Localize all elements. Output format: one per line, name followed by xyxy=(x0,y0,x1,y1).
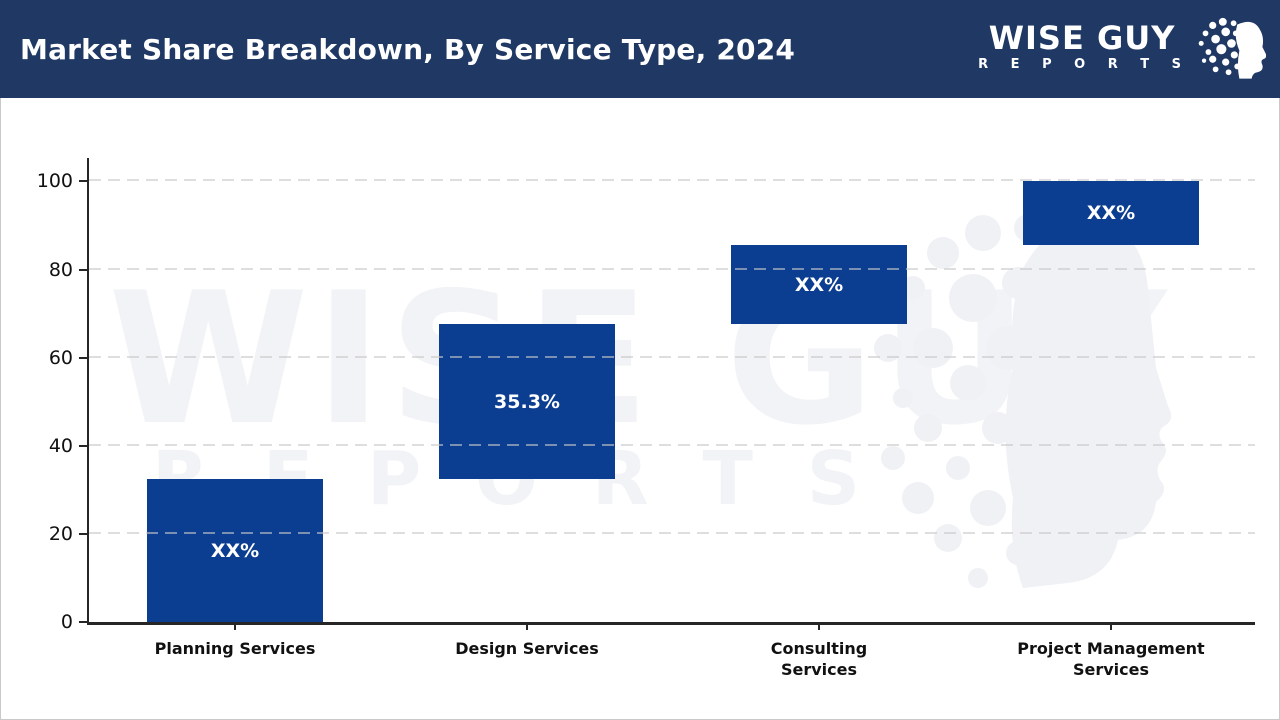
bar-value-label: XX% xyxy=(1086,202,1136,225)
y-axis-tick xyxy=(79,444,87,447)
y-tick-label: 80 xyxy=(48,258,73,281)
x-tick-label: Design Services xyxy=(455,639,599,658)
dotted-head-logo-icon xyxy=(1198,17,1266,79)
y-tick-label: 40 xyxy=(48,434,73,457)
y-tick-label: 100 xyxy=(36,170,73,193)
x-tick-label: Consulting Services xyxy=(770,639,868,679)
gridline xyxy=(89,355,1255,358)
bar-consulting-services: XX% xyxy=(731,245,907,324)
brand-wordmark: WISE GUY xyxy=(988,18,1176,57)
brand-text: WISE GUY R E P O R T S xyxy=(974,18,1190,73)
plot-area: 0 20 40 60 80 100 XX% Planning Services 35.3% Des… xyxy=(37,158,1255,679)
bar-planning-services: XX% xyxy=(147,479,323,622)
x-axis-tick xyxy=(1110,622,1112,630)
y-axis-tick xyxy=(79,268,87,271)
y-axis-tick xyxy=(79,356,87,359)
x-axis-tick xyxy=(234,622,236,630)
gridline xyxy=(89,179,1255,182)
header: Market Share Breakdown, By Service Type,… xyxy=(0,0,1280,98)
y-tick-label: 20 xyxy=(48,522,73,545)
y-axis-tick xyxy=(79,180,87,183)
y-tick-label: 60 xyxy=(48,346,73,369)
page-title: Market Share Breakdown, By Service Type,… xyxy=(20,32,796,66)
brand-reports: R E P O R T S xyxy=(978,57,1190,73)
bar-value-label: 35.3% xyxy=(494,390,560,413)
x-tick-label: Planning Services xyxy=(154,639,316,658)
brand-logo: WISE GUY R E P O R T S xyxy=(974,8,1266,86)
bar-value-label: XX% xyxy=(210,539,260,562)
x-axis-tick xyxy=(818,622,820,630)
x-axis-tick xyxy=(526,622,528,630)
y-tick-label: 0 xyxy=(60,611,73,633)
bar-design-services: 35.3% xyxy=(439,323,615,480)
x-tick-label: Project Management Services xyxy=(1017,639,1205,679)
gridline xyxy=(89,531,1255,534)
bar-value-label: XX% xyxy=(794,273,844,296)
gridline xyxy=(89,267,1255,270)
gridline xyxy=(89,443,1255,446)
y-axis-tick xyxy=(79,621,87,623)
bar-project-management-services: XX% xyxy=(1023,181,1199,246)
y-axis-tick xyxy=(79,532,87,535)
